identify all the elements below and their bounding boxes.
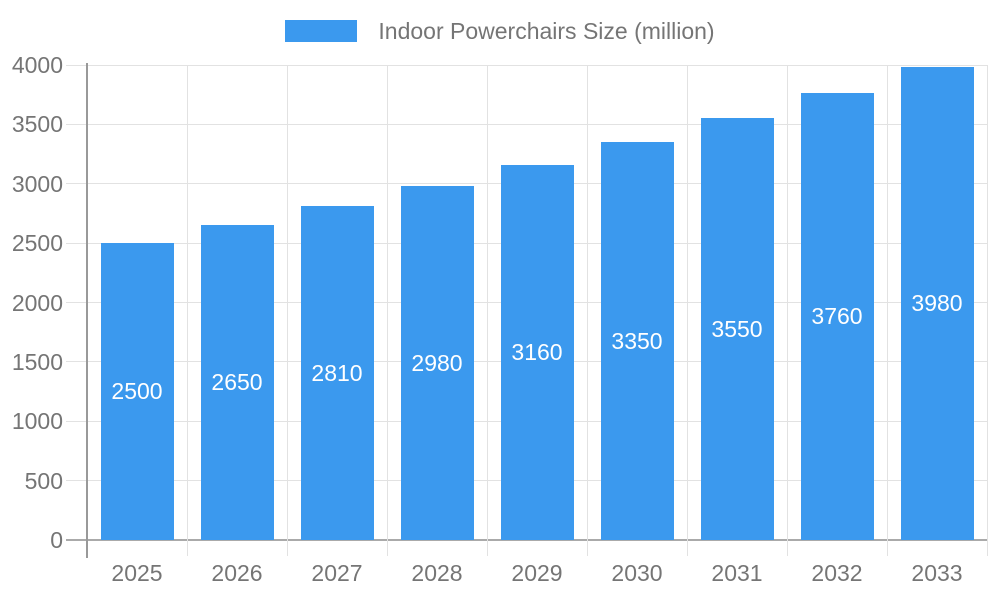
bar-value-label: 2980 xyxy=(411,349,463,376)
bar[interactable]: 3550 xyxy=(700,118,774,540)
bar-value-label: 2500 xyxy=(111,378,163,404)
y-axis-tick-label: 4000 xyxy=(11,52,63,78)
y-axis-tick-label: 1000 xyxy=(11,408,63,435)
x-axis-category-label: 2028 xyxy=(411,560,463,586)
bar-value-label: 3550 xyxy=(711,315,763,342)
legend-label: Indoor Powerchairs Size (million) xyxy=(378,18,715,44)
gridline-vertical xyxy=(286,65,288,540)
x-axis-line xyxy=(66,539,988,541)
x-axis-category-label: 2025 xyxy=(111,560,163,586)
bar[interactable]: 3760 xyxy=(800,93,874,540)
x-axis-tick xyxy=(686,540,688,556)
y-axis-tick-label: 0 xyxy=(50,527,63,553)
bar[interactable]: 2650 xyxy=(200,225,274,540)
bar[interactable]: 3160 xyxy=(500,165,574,540)
gridline-horizontal xyxy=(66,123,988,125)
x-axis-tick xyxy=(186,540,188,556)
x-axis-tick xyxy=(286,540,288,556)
bar[interactable]: 2980 xyxy=(400,186,474,540)
y-axis-tick-label: 3000 xyxy=(11,170,63,197)
y-axis-tick-label: 1500 xyxy=(11,348,63,375)
bar[interactable]: 2810 xyxy=(300,206,374,540)
bar-value-label: 3350 xyxy=(611,327,663,354)
legend-swatch xyxy=(285,20,358,42)
gridline-vertical xyxy=(586,65,588,540)
x-axis-category-label: 2029 xyxy=(511,560,563,586)
x-axis-category-label: 2026 xyxy=(211,560,263,586)
bar-value-label: 2810 xyxy=(311,359,363,386)
y-axis-tick-label: 3500 xyxy=(11,111,63,138)
x-axis-tick xyxy=(486,540,488,556)
bar-value-label: 3760 xyxy=(811,303,863,329)
bar[interactable]: 3980 xyxy=(900,67,974,540)
gridline-vertical xyxy=(986,65,988,540)
gridline-vertical xyxy=(886,65,888,540)
bar-value-label: 3160 xyxy=(511,339,563,365)
x-axis-category-label: 2031 xyxy=(711,560,763,586)
x-axis-tick xyxy=(986,540,988,556)
bar[interactable]: 2500 xyxy=(100,243,174,540)
gridline-vertical xyxy=(486,65,488,540)
y-axis-tick-label: 2000 xyxy=(11,289,63,316)
gridline-vertical xyxy=(686,65,688,540)
x-axis-tick xyxy=(386,540,388,556)
gridline-horizontal xyxy=(66,64,988,66)
y-axis-line xyxy=(86,63,88,558)
legend[interactable]: Indoor Powerchairs Size (million) xyxy=(0,18,1000,44)
x-axis-category-label: 2030 xyxy=(611,560,663,586)
x-axis-tick xyxy=(586,540,588,556)
x-axis-category-label: 2033 xyxy=(911,560,963,586)
gridline-vertical xyxy=(786,65,788,540)
gridline-vertical xyxy=(386,65,388,540)
x-axis-tick xyxy=(786,540,788,556)
y-axis-tick-label: 2500 xyxy=(11,230,63,257)
bar[interactable]: 3350 xyxy=(600,142,674,540)
gridline-vertical xyxy=(186,65,188,540)
x-axis-category-label: 2027 xyxy=(311,560,363,586)
x-axis-tick xyxy=(886,540,888,556)
y-axis-tick-label: 500 xyxy=(24,467,63,494)
x-axis-category-label: 2032 xyxy=(811,560,863,586)
bar-value-label: 2650 xyxy=(211,369,263,395)
bar-value-label: 3980 xyxy=(911,290,963,316)
